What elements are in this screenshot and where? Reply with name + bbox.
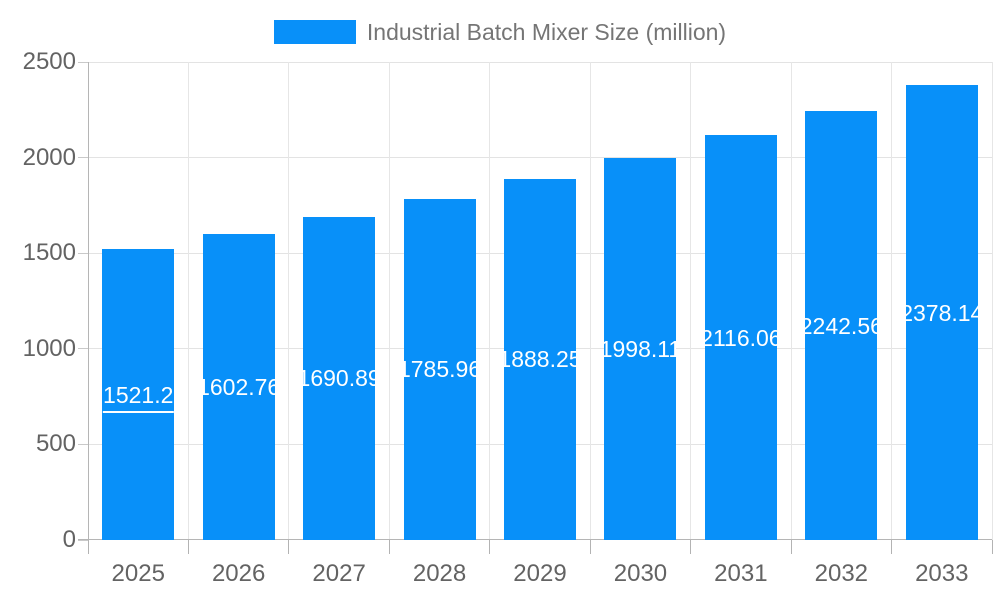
y-axis-tick [78, 348, 88, 350]
x-tick-label: 2030 [613, 560, 668, 587]
bar-value-label: 1521.2 [103, 381, 174, 413]
x-gridline [489, 62, 491, 540]
x-axis-tick [690, 540, 692, 554]
bar[interactable]: 1690.89 [303, 216, 376, 540]
x-tick-label: 2025 [111, 560, 165, 587]
y-axis-tick [78, 443, 88, 445]
y-axis-tick [78, 157, 88, 159]
x-gridline [187, 62, 189, 540]
legend[interactable]: Industrial Batch Mixer Size (million) [0, 20, 1000, 44]
bar[interactable]: 2242.56 [805, 111, 878, 540]
y-axis-tick [78, 539, 88, 541]
x-axis-tick [589, 540, 591, 554]
x-tick-label: 2032 [814, 560, 869, 587]
x-axis-tick [288, 540, 290, 554]
y-tick-label: 1500 [22, 239, 76, 267]
x-axis-tick [790, 540, 792, 554]
x-tick-label: 2026 [211, 560, 266, 587]
x-gridline [388, 62, 390, 540]
y-gridline [88, 157, 992, 159]
y-axis-tick [78, 252, 88, 254]
plot-area: 0 500 1000 1500 2000 2500 1521.2 2025 1602.76 202… [23, 50, 993, 586]
bar[interactable]: 2116.06 [704, 135, 777, 540]
bar-value-label: 1602.76 [202, 373, 275, 400]
y-tick-label: 500 [35, 430, 76, 458]
bar-value-label: 1785.96 [403, 356, 476, 383]
bar-value-label: 1888.25 [504, 346, 576, 373]
legend-label: Industrial Batch Mixer Size (million) [366, 19, 727, 45]
bar[interactable]: 1998.11 [604, 157, 677, 540]
x-axis-tick [891, 540, 893, 554]
bar[interactable]: 1602.76 [202, 233, 275, 540]
x-tick-label: 2033 [915, 560, 969, 587]
x-axis-tick [388, 540, 390, 554]
x-gridline [891, 62, 893, 540]
x-tick-label: 2029 [513, 560, 567, 587]
x-tick-label: 2028 [412, 560, 467, 587]
bar[interactable]: 1521.2 [102, 249, 175, 540]
y-tick-label: 0 [62, 526, 76, 553]
legend-swatch-icon [273, 20, 356, 44]
y-axis-line [87, 62, 89, 540]
bar[interactable]: 1888.25 [504, 178, 576, 540]
y-tick-label: 2500 [22, 48, 76, 75]
x-gridline [288, 62, 290, 540]
y-tick-label: 2000 [22, 143, 76, 171]
bar-value-label: 2378.14 [905, 299, 978, 326]
x-axis-tick [87, 540, 89, 554]
bar-value-label: 1998.11 [604, 335, 677, 362]
y-gridline [88, 61, 992, 63]
bar[interactable]: 1785.96 [403, 198, 476, 540]
x-tick-label: 2031 [714, 560, 768, 587]
x-gridline [790, 62, 792, 540]
y-axis-tick [78, 61, 88, 63]
x-gridline [690, 62, 692, 540]
x-gridline [991, 62, 993, 540]
bar-value-label: 1690.89 [303, 365, 376, 392]
bar-value-label: 2242.56 [805, 312, 878, 339]
x-axis-tick [489, 540, 491, 554]
x-tick-label: 2027 [312, 560, 366, 587]
bar-value-label: 2116.06 [704, 324, 777, 351]
x-axis-tick [991, 540, 993, 554]
x-gridline [589, 62, 591, 540]
bar[interactable]: 2378.14 [905, 85, 978, 540]
x-axis-tick [187, 540, 189, 554]
y-tick-label: 1000 [22, 334, 76, 362]
